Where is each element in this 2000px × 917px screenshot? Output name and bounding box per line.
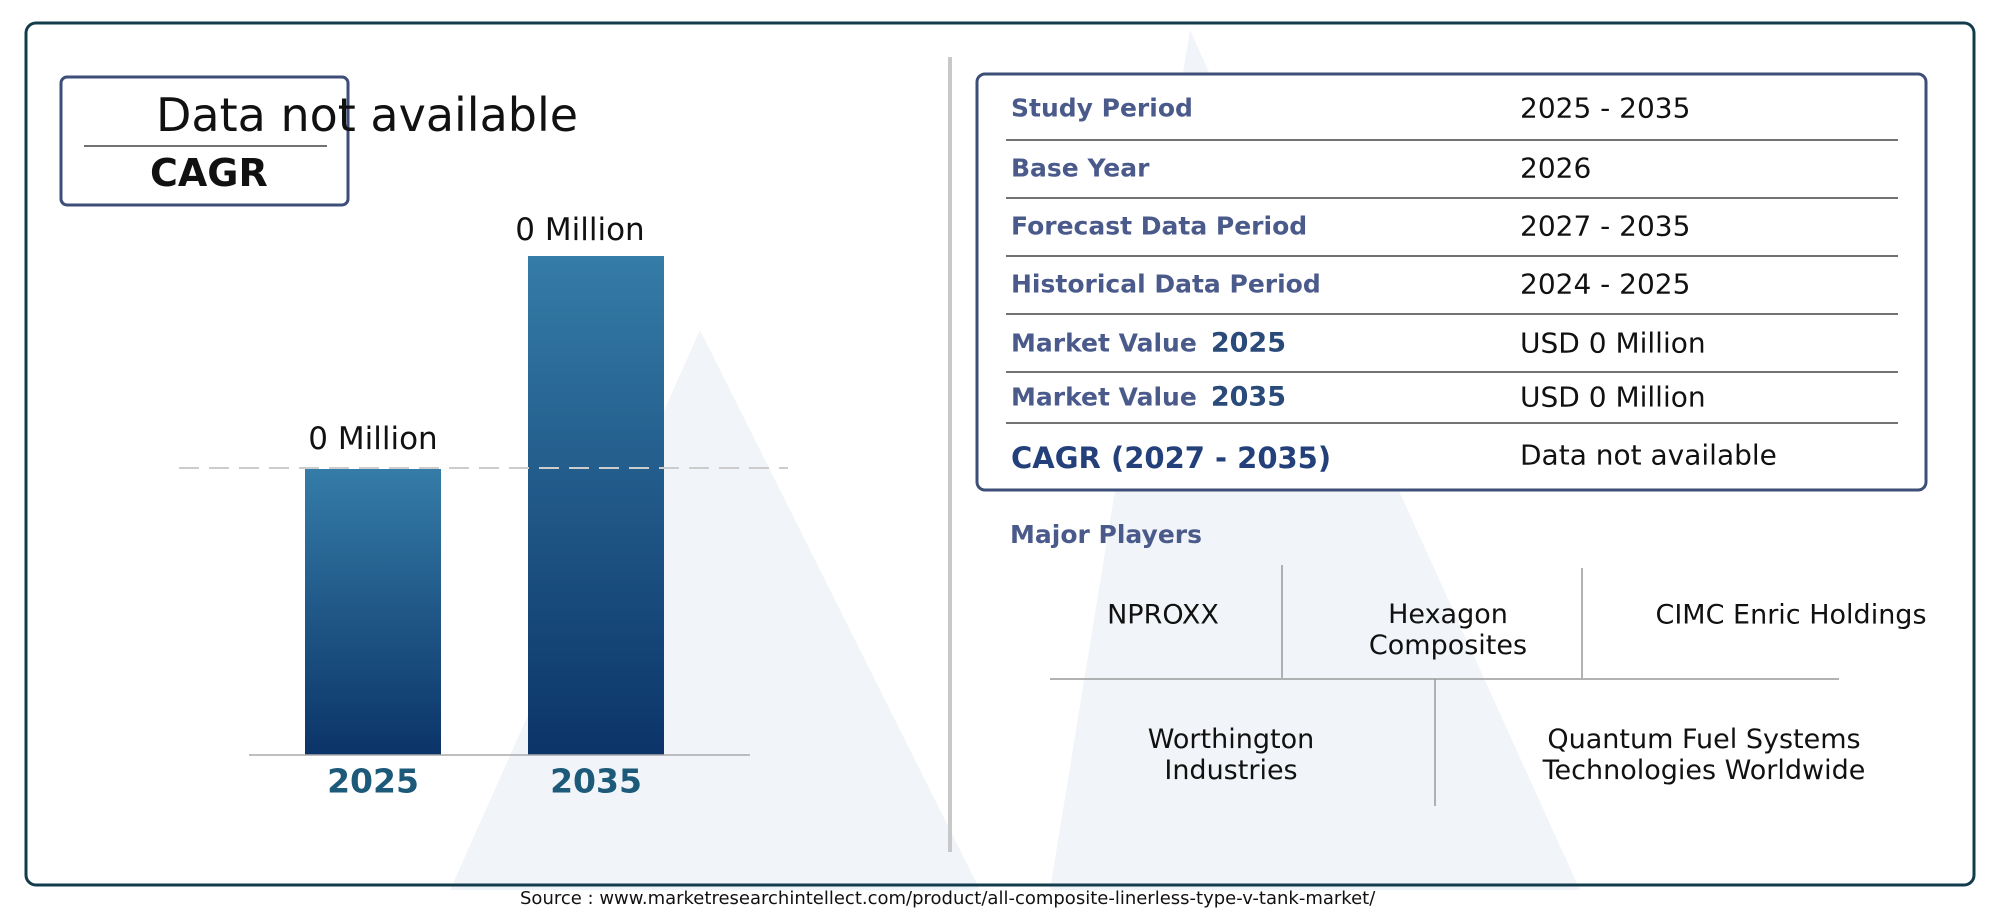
row-label-text: Market Value bbox=[1011, 328, 1197, 358]
bar-value-label: 0 Million bbox=[515, 212, 645, 248]
row-label: Forecast Data Period bbox=[1011, 211, 1308, 241]
cagr-label: CAGR bbox=[150, 151, 268, 195]
row-value: 2024 - 2025 bbox=[1520, 267, 1691, 301]
players-title: Major Players bbox=[1010, 520, 1202, 549]
bar bbox=[305, 469, 441, 755]
cagr-box bbox=[59, 75, 350, 207]
row-value: 2025 - 2035 bbox=[1520, 91, 1691, 125]
row-label-text: Market Value bbox=[1011, 382, 1197, 412]
player-dividers bbox=[1050, 565, 1839, 806]
row-year: 2025 bbox=[1210, 327, 1286, 359]
row-label: Study Period bbox=[1011, 93, 1193, 123]
source: Source : www.marketresearchintellect.com… bbox=[520, 888, 1376, 909]
row-value: USD 0 Million bbox=[1520, 380, 1706, 414]
row-label: Base Year bbox=[1011, 153, 1150, 183]
row-dividers bbox=[1006, 139, 1898, 424]
row-value: 2027 - 2035 bbox=[1520, 209, 1691, 243]
player: Quantum Fuel Systems Technologies Worldw… bbox=[1542, 724, 1866, 786]
player: Worthington Industries bbox=[1147, 724, 1315, 786]
player: CIMC Enric Holdings bbox=[1655, 599, 1927, 631]
row-label: Market Value 2035 bbox=[1011, 382, 1286, 413]
player: NPROXX bbox=[1107, 599, 1219, 631]
row-value: 2026 bbox=[1520, 151, 1592, 185]
row-year: 2035 bbox=[1210, 381, 1286, 413]
row-value: Data not available bbox=[1520, 438, 1777, 472]
row-label: Historical Data Period bbox=[1011, 269, 1321, 299]
row-label: CAGR (2027 - 2035) bbox=[1011, 441, 1332, 475]
bar-year: 2025 bbox=[327, 761, 419, 801]
bar bbox=[528, 256, 664, 755]
outer-border bbox=[24, 21, 1976, 887]
bar-value-label: 0 Million bbox=[308, 421, 438, 457]
row-value: USD 0 Million bbox=[1520, 326, 1706, 360]
row-label: Market Value 2025 bbox=[1011, 328, 1286, 359]
cagr-value: Data not available bbox=[156, 88, 579, 142]
table-box bbox=[975, 72, 1928, 492]
player: Hexagon Composites bbox=[1368, 599, 1528, 661]
bar-year: 2035 bbox=[550, 761, 642, 801]
